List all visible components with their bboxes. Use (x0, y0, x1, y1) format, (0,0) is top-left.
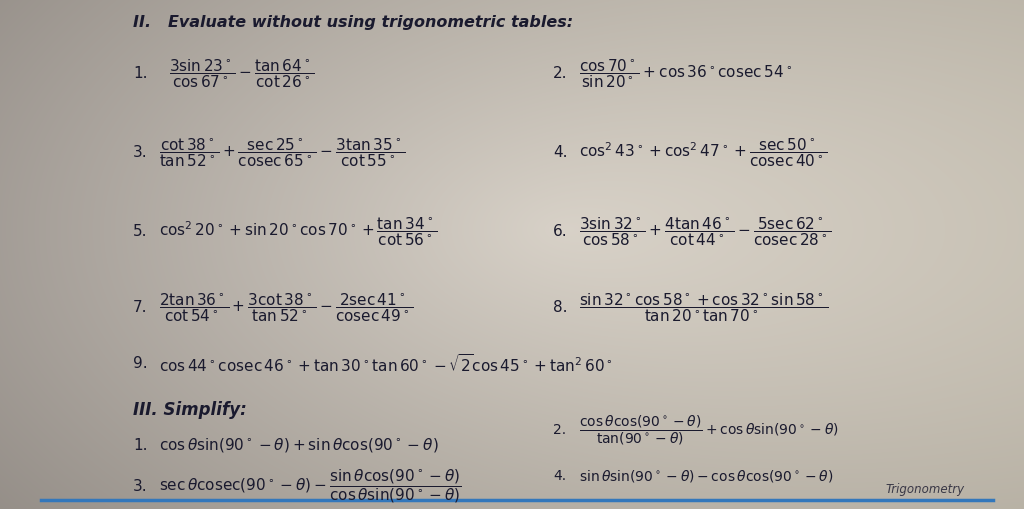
Text: $\dfrac{\cos\theta \cos(90^\circ - \theta)}{\tan(90^\circ - \theta)} + \cos\thet: $\dfrac{\cos\theta \cos(90^\circ - \thet… (579, 413, 839, 447)
Text: 7.: 7. (133, 300, 147, 316)
Text: $\dfrac{3\sin 23^\circ}{\cos 67^\circ} - \dfrac{\tan 64^\circ}{\cot 26^\circ}$: $\dfrac{3\sin 23^\circ}{\cos 67^\circ} -… (169, 58, 314, 90)
Text: III. Simplify:: III. Simplify: (133, 401, 247, 419)
Text: 3.: 3. (133, 145, 147, 160)
Text: 2.: 2. (553, 66, 567, 81)
Text: $\cos\theta \sin(90^\circ - \theta) + \sin\theta \cos(90^\circ - \theta)$: $\cos\theta \sin(90^\circ - \theta) + \s… (159, 436, 438, 455)
Text: 3.: 3. (133, 478, 147, 494)
Text: 5.: 5. (133, 224, 147, 239)
Text: II.   Evaluate without using trigonometric tables:: II. Evaluate without using trigonometric… (133, 15, 573, 30)
Text: $\dfrac{3\sin 32^\circ}{\cos 58^\circ} + \dfrac{4\tan 46^\circ}{\cot 44^\circ} -: $\dfrac{3\sin 32^\circ}{\cos 58^\circ} +… (579, 215, 831, 248)
Text: $\dfrac{2\tan 36^\circ}{\cot 54^\circ} + \dfrac{3\cot 38^\circ}{\tan 52^\circ} -: $\dfrac{2\tan 36^\circ}{\cot 54^\circ} +… (159, 292, 414, 324)
Text: 1.: 1. (133, 66, 147, 81)
Text: $\cos^2 20^\circ + \sin 20^\circ \cos 70^\circ + \dfrac{\tan 34^\circ}{\cot 56^\: $\cos^2 20^\circ + \sin 20^\circ \cos 70… (159, 215, 437, 248)
Text: Trigonometry: Trigonometry (886, 483, 965, 496)
Text: $\sin\theta \sin(90^\circ - \theta) - \cos\theta \cos(90^\circ - \theta)$: $\sin\theta \sin(90^\circ - \theta) - \c… (579, 468, 834, 484)
Text: 4.: 4. (553, 469, 566, 483)
Text: 8.: 8. (553, 300, 567, 316)
Text: 2.: 2. (553, 423, 566, 437)
Text: $\dfrac{\cos 70^\circ}{\sin 20^\circ} + \cos 36^\circ \operatorname{cosec} 54^\c: $\dfrac{\cos 70^\circ}{\sin 20^\circ} + … (579, 58, 792, 90)
Text: 6.: 6. (553, 224, 567, 239)
Text: $\dfrac{\sin 32^\circ \cos 58^\circ + \cos 32^\circ \sin 58^\circ}{\tan 20^\circ: $\dfrac{\sin 32^\circ \cos 58^\circ + \c… (579, 292, 827, 324)
Text: $\cos^2 43^\circ + \cos^2 47^\circ + \dfrac{\sec 50^\circ}{\operatorname{cosec} : $\cos^2 43^\circ + \cos^2 47^\circ + \df… (579, 136, 827, 169)
Text: 4.: 4. (553, 145, 567, 160)
Text: $\dfrac{\cot 38^\circ}{\tan 52^\circ} + \dfrac{\sec 25^\circ}{\operatorname{cose: $\dfrac{\cot 38^\circ}{\tan 52^\circ} + … (159, 136, 406, 169)
Text: 9.: 9. (133, 356, 147, 372)
Text: $\cos 44^\circ \operatorname{cosec} 46^\circ + \tan 30^\circ \tan 60^\circ - \sq: $\cos 44^\circ \operatorname{cosec} 46^\… (159, 353, 612, 375)
Text: 1.: 1. (133, 438, 147, 453)
Text: $\sec\theta \operatorname{cosec}(90^\circ - \theta) - \dfrac{\sin\theta \cos(90^: $\sec\theta \operatorname{cosec}(90^\cir… (159, 467, 461, 505)
